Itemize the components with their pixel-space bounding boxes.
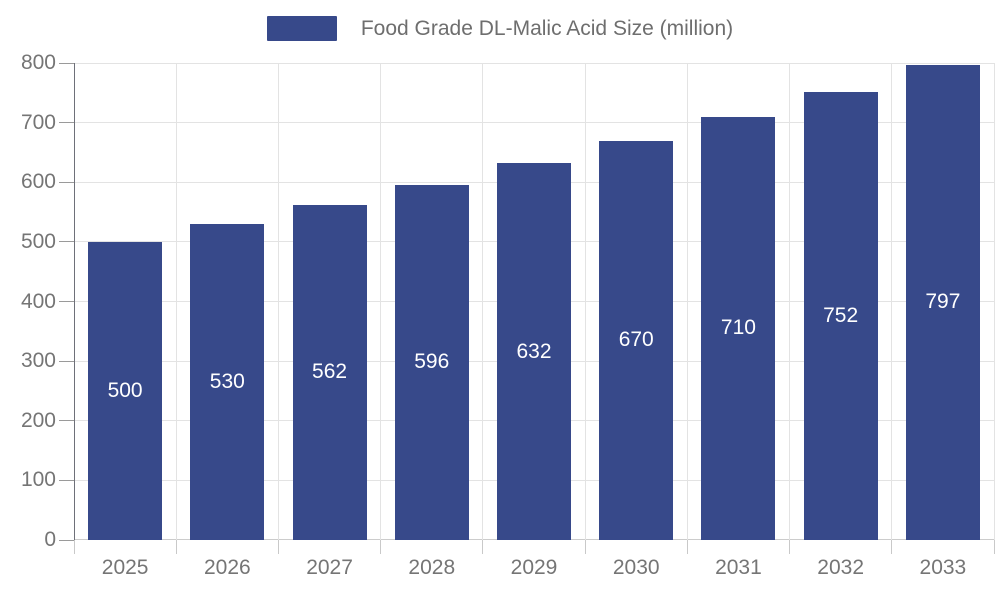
y-tick-label: 200 bbox=[20, 408, 56, 432]
y-tick-label: 300 bbox=[20, 349, 56, 373]
bar-value-label: 752 bbox=[823, 303, 859, 327]
x-gridline bbox=[891, 63, 893, 540]
x-tick-mark bbox=[277, 540, 279, 554]
bar-value-label: 596 bbox=[414, 350, 450, 374]
x-tick-mark bbox=[380, 540, 382, 554]
bar[interactable]: 797 bbox=[905, 64, 980, 540]
x-tick-label: 2033 bbox=[919, 556, 967, 579]
y-tick-label: 500 bbox=[20, 229, 56, 253]
y-tick-mark bbox=[59, 479, 74, 481]
x-gridline bbox=[993, 63, 995, 540]
x-gridline bbox=[686, 63, 688, 540]
x-gridline bbox=[380, 63, 382, 540]
y-gridline bbox=[74, 122, 994, 124]
bar[interactable]: 752 bbox=[803, 91, 878, 540]
y-tick-label: 100 bbox=[20, 468, 56, 492]
y-tick-mark bbox=[59, 241, 74, 243]
x-tick-mark bbox=[789, 540, 791, 554]
bar-value-label: 797 bbox=[925, 290, 961, 314]
x-gridline bbox=[482, 63, 484, 540]
bar-value-label: 632 bbox=[516, 339, 552, 363]
x-gridline bbox=[584, 63, 586, 540]
legend[interactable]: Food Grade DL-Malic Acid Size (million) bbox=[0, 16, 1000, 41]
x-gridline bbox=[277, 63, 279, 540]
y-tick-mark bbox=[59, 62, 74, 64]
x-gridline bbox=[175, 63, 177, 540]
x-tick-mark bbox=[584, 540, 586, 554]
legend-series-label[interactable]: Food Grade DL-Malic Acid Size (million) bbox=[360, 16, 734, 40]
y-tick-mark bbox=[59, 301, 74, 302]
bar[interactable]: 632 bbox=[497, 163, 571, 540]
x-tick-mark bbox=[175, 540, 177, 554]
bar[interactable]: 710 bbox=[701, 116, 776, 540]
y-gridline bbox=[74, 62, 994, 64]
bar-value-label: 710 bbox=[720, 316, 756, 340]
bar[interactable]: 500 bbox=[88, 241, 163, 540]
y-tick-label: 600 bbox=[20, 170, 56, 194]
bar[interactable]: 562 bbox=[292, 204, 367, 540]
x-tick-label: 2031 bbox=[715, 556, 762, 579]
x-tick-mark bbox=[686, 540, 688, 554]
y-tick-mark bbox=[59, 360, 74, 362]
bar[interactable]: 670 bbox=[599, 140, 674, 540]
x-tick-mark bbox=[73, 540, 75, 554]
bar-value-label: 670 bbox=[618, 328, 654, 352]
x-tick-label: 2032 bbox=[817, 556, 865, 579]
x-tick-label: 2028 bbox=[408, 556, 456, 579]
y-tick-mark bbox=[59, 181, 74, 183]
bar[interactable]: 530 bbox=[190, 224, 265, 540]
bar-value-label: 562 bbox=[312, 360, 348, 384]
bar-value-label: 530 bbox=[209, 370, 245, 393]
x-tick-label: 2030 bbox=[612, 556, 660, 579]
x-tick-mark bbox=[482, 540, 484, 554]
y-tick-mark bbox=[59, 122, 74, 124]
x-tick-label: 2029 bbox=[510, 556, 558, 579]
bar-value-label: 500 bbox=[107, 378, 143, 402]
y-tick-mark bbox=[59, 539, 74, 541]
x-tick-mark bbox=[993, 540, 995, 554]
x-tick-label: 2025 bbox=[101, 556, 149, 579]
x-tick-label: 2026 bbox=[203, 556, 251, 579]
y-tick-label: 800 bbox=[20, 51, 56, 74]
plot-area: 0 100 200 300 400 500 600 700 800 500 2025 530 2026 5… bbox=[21, 51, 995, 579]
y-tick-label: 0 bbox=[44, 528, 56, 551]
x-tick-mark bbox=[891, 540, 893, 554]
x-tick-label: 2027 bbox=[306, 556, 353, 579]
legend-swatch[interactable] bbox=[266, 16, 337, 41]
y-tick-mark bbox=[59, 420, 74, 422]
y-tick-label: 700 bbox=[20, 110, 56, 134]
bar[interactable]: 596 bbox=[394, 184, 469, 540]
y-axis-line bbox=[74, 63, 75, 540]
x-gridline bbox=[789, 63, 791, 540]
y-tick-label: 400 bbox=[20, 289, 56, 313]
